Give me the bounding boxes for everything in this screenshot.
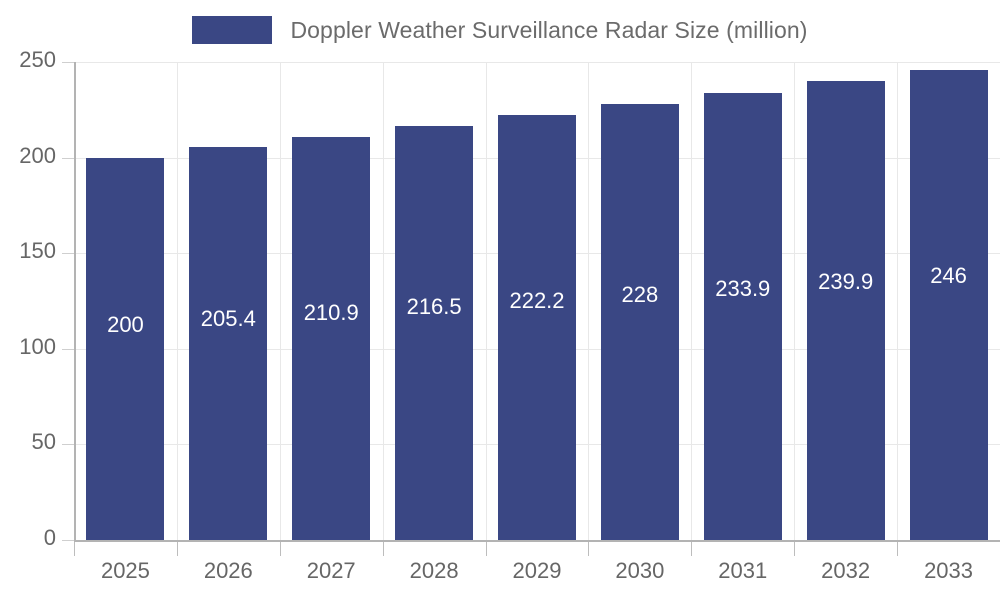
y-axis-tick-label: 50	[31, 429, 56, 455]
vertical-gridline	[897, 62, 899, 540]
y-axis-tick-mark	[62, 253, 74, 255]
vertical-gridline	[279, 62, 281, 540]
vertical-gridline	[382, 62, 384, 540]
bar[interactable]	[806, 81, 885, 540]
vertical-gridline	[691, 62, 693, 540]
y-axis-tick-label: 250	[19, 47, 56, 72]
x-axis-tick-mark	[176, 542, 178, 556]
bar-value-label: 216.5	[406, 294, 462, 320]
vertical-gridline	[176, 62, 178, 540]
x-axis-line	[74, 540, 1000, 542]
y-axis-tick-label: 200	[19, 142, 56, 168]
bar-value-label: 233.9	[715, 275, 771, 301]
x-axis-tick-mark	[691, 542, 693, 556]
plot-area: 200 205.4 210.9 216.5 222.2 228 233.9 239.9 246	[74, 62, 1000, 541]
x-axis-tick-label: 2027	[306, 558, 356, 583]
bar[interactable]	[498, 115, 576, 540]
bar-value-label: 210.9	[303, 300, 359, 326]
legend-series-label: Doppler Weather Surveillance Radar Size …	[290, 16, 808, 43]
bar[interactable]	[189, 147, 268, 540]
x-axis-tick-label: 2032	[821, 558, 871, 583]
bar-value-label: 222.2	[509, 288, 565, 314]
bar-value-label: 200	[107, 311, 144, 337]
y-axis-tick-label: 100	[19, 333, 56, 359]
x-axis-tick-mark	[588, 542, 590, 556]
x-axis-tick-mark	[897, 542, 899, 556]
y-axis-tick-mark	[62, 348, 74, 350]
x-axis-tick-label: 2026	[203, 558, 253, 583]
y-axis-line	[74, 62, 76, 541]
x-axis-tick-label: 2030	[615, 558, 665, 583]
vertical-gridline	[588, 62, 590, 540]
x-axis-tick-mark	[382, 542, 384, 556]
horizontal-gridline	[74, 62, 1000, 63]
vertical-gridline	[485, 62, 487, 540]
y-axis-tick-mark	[62, 157, 74, 159]
bar[interactable]	[600, 104, 679, 540]
x-axis-tick-label: 2033	[924, 558, 974, 583]
x-axis-tick-label: 2028	[409, 558, 459, 583]
bar[interactable]	[703, 92, 782, 540]
y-axis-tick-label: 150	[19, 238, 56, 264]
bar-value-label: 246	[930, 262, 967, 288]
y-axis-tick-mark	[62, 540, 74, 541]
x-axis-tick-label: 2031	[718, 558, 768, 583]
chart-legend: Doppler Weather Surveillance Radar Size …	[0, 10, 1000, 50]
y-axis-tick-label: 0	[43, 525, 56, 550]
bar[interactable]	[292, 136, 371, 540]
bar-value-label: 228	[621, 281, 659, 307]
legend-color-swatch	[192, 16, 273, 44]
y-axis-tick-mark	[62, 62, 74, 63]
x-axis-tick-mark	[794, 542, 796, 556]
x-axis-tick-label: 2025	[100, 558, 150, 583]
bar-value-label: 205.4	[200, 306, 256, 332]
bar[interactable]	[909, 69, 988, 540]
x-axis-tick-mark	[74, 542, 75, 556]
y-axis-tick-mark	[62, 444, 74, 446]
vertical-gridline	[794, 62, 796, 540]
bar[interactable]	[395, 126, 474, 540]
bar-value-label: 239.9	[818, 269, 874, 295]
x-axis-tick-mark	[485, 542, 487, 556]
x-axis-tick-label: 2029	[512, 558, 562, 583]
bar[interactable]	[86, 157, 165, 540]
x-axis-tick-mark	[279, 542, 281, 556]
